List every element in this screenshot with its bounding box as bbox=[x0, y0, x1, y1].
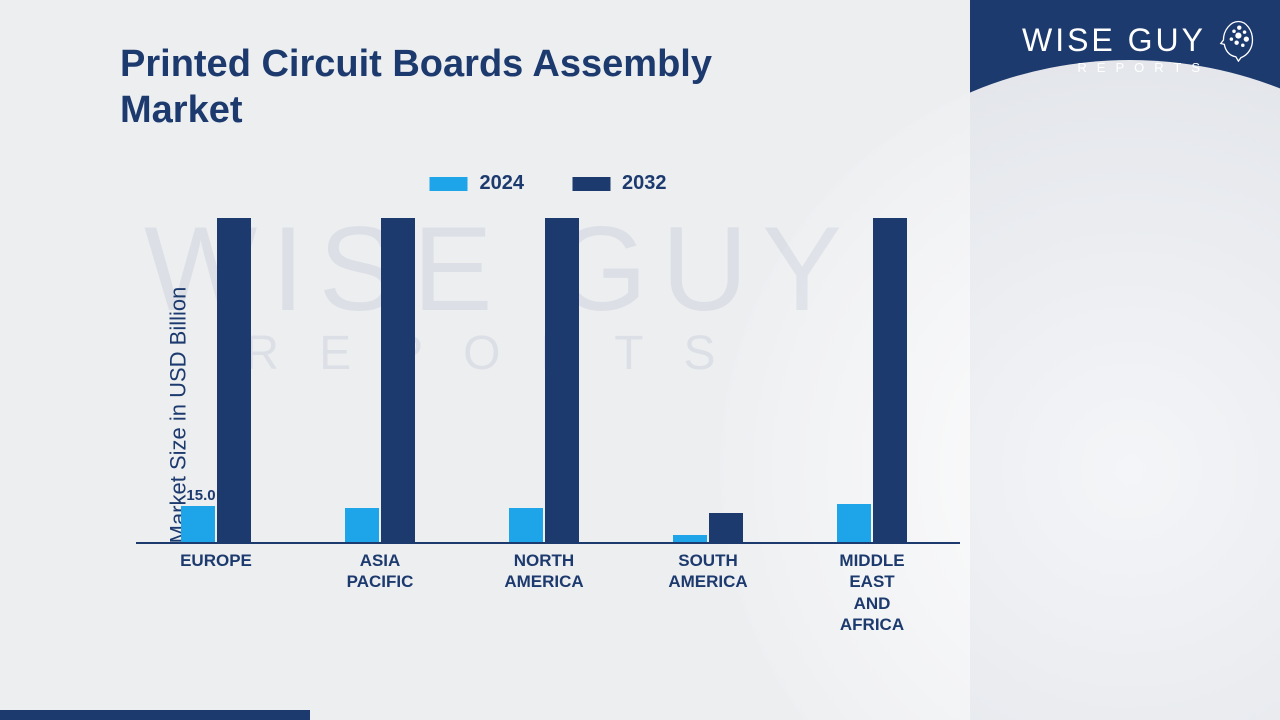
stage: WISE GUY REPORTS Printed Circuit Boards … bbox=[0, 0, 1280, 720]
legend-item-2024: 2024 bbox=[430, 172, 525, 195]
bar-2024: 15.0 bbox=[181, 506, 215, 542]
legend-item-2032: 2032 bbox=[572, 172, 667, 195]
bar-value-label: 15.0 bbox=[181, 487, 221, 504]
bar-2032 bbox=[381, 218, 415, 542]
bottom-accent-bar bbox=[0, 710, 310, 720]
bar-2032 bbox=[873, 218, 907, 542]
bar-group: MIDDLE EAST AND AFRICA bbox=[812, 218, 932, 542]
bar-2024 bbox=[673, 535, 707, 542]
plot-area: 2024 2032 15.0EUROPEASIA PACIFICNORTH AM… bbox=[136, 184, 960, 544]
bar-2024 bbox=[509, 508, 543, 542]
legend-swatch-2024 bbox=[430, 177, 468, 191]
bar-2032 bbox=[709, 513, 743, 542]
bar-group: SOUTH AMERICA bbox=[648, 513, 768, 542]
bar-2032 bbox=[217, 218, 251, 542]
legend-label-2032: 2032 bbox=[622, 172, 667, 195]
brain-head-icon bbox=[1212, 18, 1256, 62]
brand-main-text: WISE GUY bbox=[1022, 22, 1206, 59]
category-label: ASIA PACIFIC bbox=[310, 550, 450, 593]
category-label: EUROPE bbox=[146, 550, 286, 571]
brand-logo-main: WISE GUY bbox=[996, 18, 1256, 62]
bar-group: ASIA PACIFIC bbox=[320, 218, 440, 542]
legend-label-2024: 2024 bbox=[480, 172, 525, 195]
bar-group: 15.0EUROPE bbox=[156, 218, 276, 542]
legend: 2024 2032 bbox=[430, 172, 667, 195]
legend-swatch-2032 bbox=[572, 177, 610, 191]
brand-sub-text: REPORTS bbox=[996, 60, 1256, 75]
bar-2024 bbox=[837, 504, 871, 542]
chart-title: Printed Circuit Boards Assembly Market bbox=[120, 42, 760, 133]
bar-2032 bbox=[545, 218, 579, 542]
category-label: NORTH AMERICA bbox=[474, 550, 614, 593]
bar-chart: Market Size in USD Billion 2024 2032 15.… bbox=[80, 160, 960, 670]
bar-2024 bbox=[345, 508, 379, 542]
category-label: MIDDLE EAST AND AFRICA bbox=[802, 550, 942, 635]
bar-group: NORTH AMERICA bbox=[484, 218, 604, 542]
brand-logo: WISE GUY REPORTS bbox=[996, 18, 1256, 75]
category-label: SOUTH AMERICA bbox=[638, 550, 778, 593]
